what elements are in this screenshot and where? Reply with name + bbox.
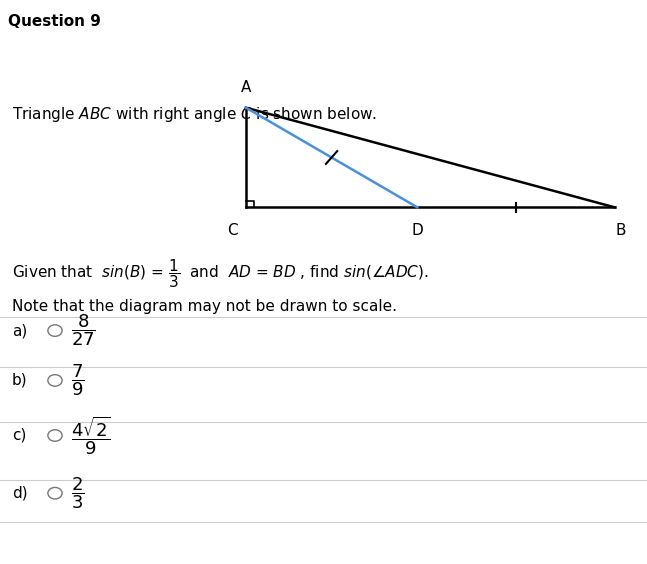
Text: b): b) — [12, 373, 27, 388]
Text: $\dfrac{7}{9}$: $\dfrac{7}{9}$ — [71, 363, 85, 398]
Text: Triangle $\mathit{ABC}$ with right angle $\mathit{C}$ is shown below.: Triangle $\mathit{ABC}$ with right angle… — [12, 105, 377, 124]
Text: a): a) — [12, 323, 27, 338]
Text: d): d) — [12, 486, 27, 501]
Text: $\dfrac{8}{27}$: $\dfrac{8}{27}$ — [71, 313, 96, 349]
Text: $\dfrac{4\sqrt{2}}{9}$: $\dfrac{4\sqrt{2}}{9}$ — [71, 414, 111, 457]
Text: Note that the diagram may not be drawn to scale.: Note that the diagram may not be drawn t… — [12, 299, 397, 314]
Text: A: A — [241, 80, 251, 95]
Text: $\dfrac{2}{3}$: $\dfrac{2}{3}$ — [71, 475, 85, 511]
Text: D: D — [411, 223, 423, 238]
Text: c): c) — [12, 428, 26, 443]
Text: C: C — [228, 223, 238, 238]
Text: Question 9: Question 9 — [8, 14, 101, 29]
Text: Given that  $\mathit{sin(B)}$ = $\dfrac{1}{3}$  and  $\mathit{AD}$ = $\mathit{BD: Given that $\mathit{sin(B)}$ = $\dfrac{1… — [12, 257, 428, 290]
Text: B: B — [616, 223, 626, 238]
